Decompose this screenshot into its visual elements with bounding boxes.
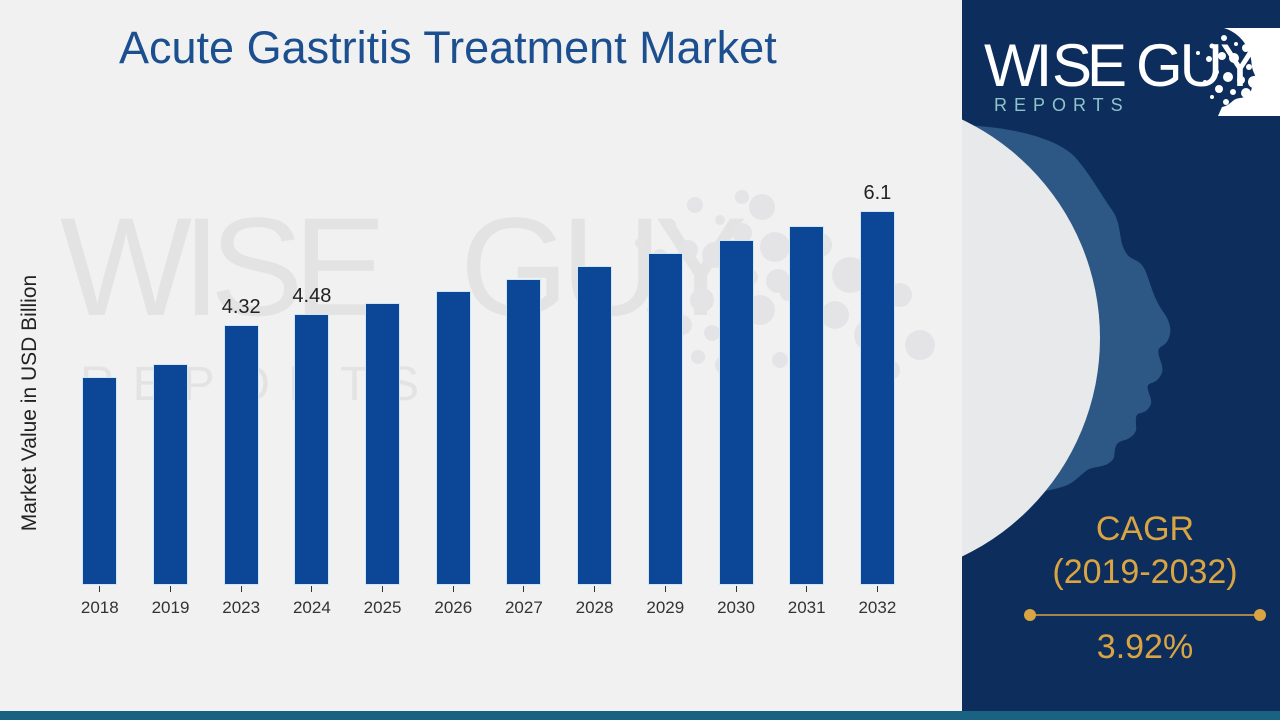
svg-text:SE: SE <box>1052 32 1125 99</box>
svg-text:REPORTS: REPORTS <box>994 95 1130 115</box>
svg-text:WI: WI <box>984 32 1048 99</box>
svg-text:GUY: GUY <box>1136 32 1259 99</box>
